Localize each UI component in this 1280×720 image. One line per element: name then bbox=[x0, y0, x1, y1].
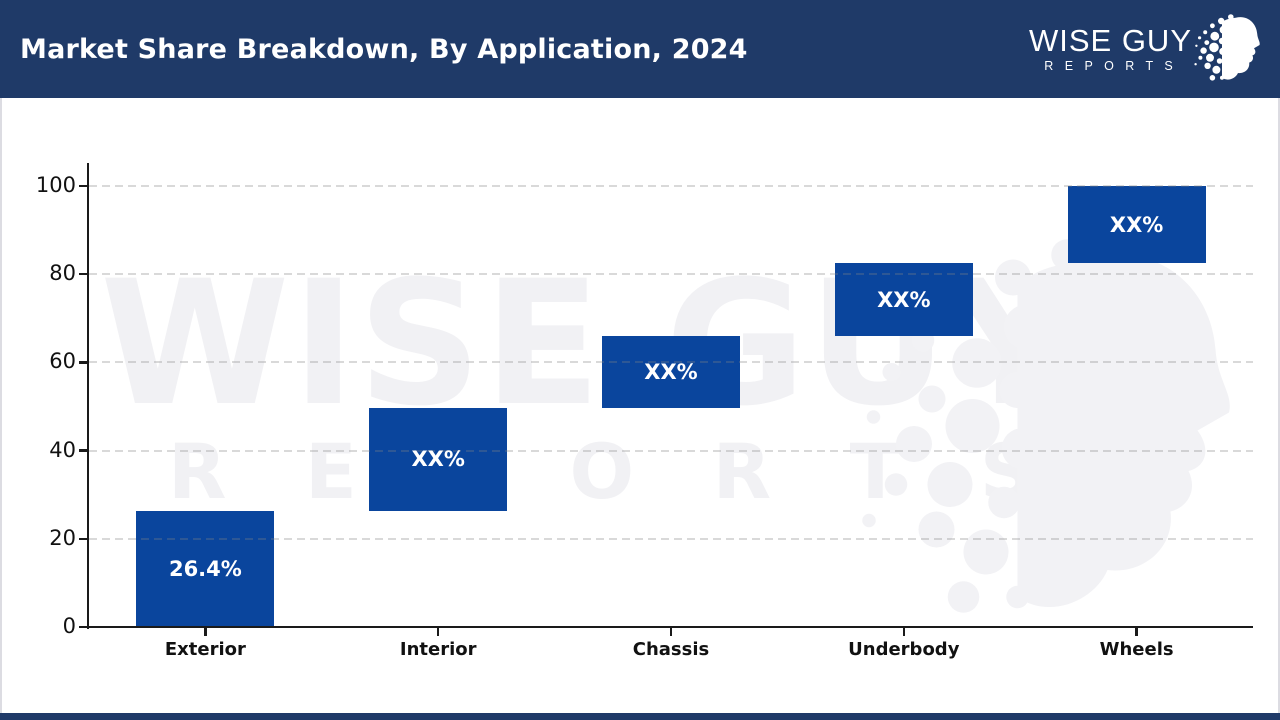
brand-logo: WISE GUY R E P O R T S bbox=[1029, 0, 1266, 98]
bar-segment-underbody bbox=[834, 263, 973, 336]
y-axis bbox=[86, 163, 89, 629]
gridline-60 bbox=[89, 361, 1253, 364]
brand-subname: R E P O R T S bbox=[1044, 59, 1177, 74]
x-axis-label-underbody: Underbody bbox=[848, 639, 960, 660]
x-tick bbox=[669, 628, 673, 636]
x-axis bbox=[86, 625, 1253, 628]
header-bar: Market Share Breakdown, By Application, … bbox=[0, 0, 1280, 98]
y-tick bbox=[79, 449, 87, 452]
bar-segment-interior bbox=[369, 408, 508, 511]
x-axis-label-interior: Interior bbox=[399, 639, 477, 660]
bar-segment-wheels bbox=[1067, 186, 1206, 264]
left-edge-line bbox=[0, 98, 2, 713]
bar-value-label: XX% bbox=[1109, 212, 1164, 237]
footer-bar bbox=[0, 713, 1280, 720]
page-title: Market Share Breakdown, By Application, … bbox=[20, 33, 748, 65]
y-tick bbox=[79, 361, 87, 364]
brand-name: WISE GUY bbox=[1028, 23, 1192, 59]
y-tick-label: 80 bbox=[49, 261, 76, 286]
bar-segment-chassis bbox=[602, 335, 740, 409]
x-tick bbox=[1135, 628, 1138, 636]
y-tick-label: 20 bbox=[49, 525, 76, 550]
y-tick bbox=[79, 625, 87, 629]
bar-segment-exterior bbox=[136, 510, 275, 627]
x-tick bbox=[436, 628, 440, 636]
x-axis-label-exterior: Exterior bbox=[164, 639, 246, 660]
x-tick bbox=[902, 628, 906, 636]
x-axis-label-wheels: Wheels bbox=[1099, 639, 1174, 660]
gridline-100 bbox=[89, 185, 1253, 187]
y-tick bbox=[79, 537, 87, 541]
y-tick-label: 0 bbox=[62, 614, 76, 638]
right-edge-line bbox=[1278, 98, 1280, 713]
gridline-20 bbox=[89, 537, 1253, 540]
y-tick-label: 60 bbox=[49, 349, 76, 374]
x-tick bbox=[204, 628, 207, 636]
gridline-40 bbox=[89, 449, 1253, 452]
bar-value-label: XX% bbox=[877, 287, 931, 312]
bar-value-label: XX% bbox=[411, 447, 465, 472]
bar-value-label: XX% bbox=[644, 360, 698, 385]
brand-logo-text: WISE GUY R E P O R T S bbox=[1029, 25, 1192, 73]
y-tick-label: 100 bbox=[35, 173, 76, 197]
dotted-head-icon bbox=[1194, 14, 1260, 81]
y-tick-label: 40 bbox=[49, 437, 76, 462]
y-tick bbox=[79, 272, 87, 276]
gridline-80 bbox=[89, 273, 1253, 276]
x-axis-label-chassis: Chassis bbox=[632, 639, 710, 660]
y-tick bbox=[79, 184, 87, 188]
bar-value-label: 26.4% bbox=[168, 556, 242, 581]
